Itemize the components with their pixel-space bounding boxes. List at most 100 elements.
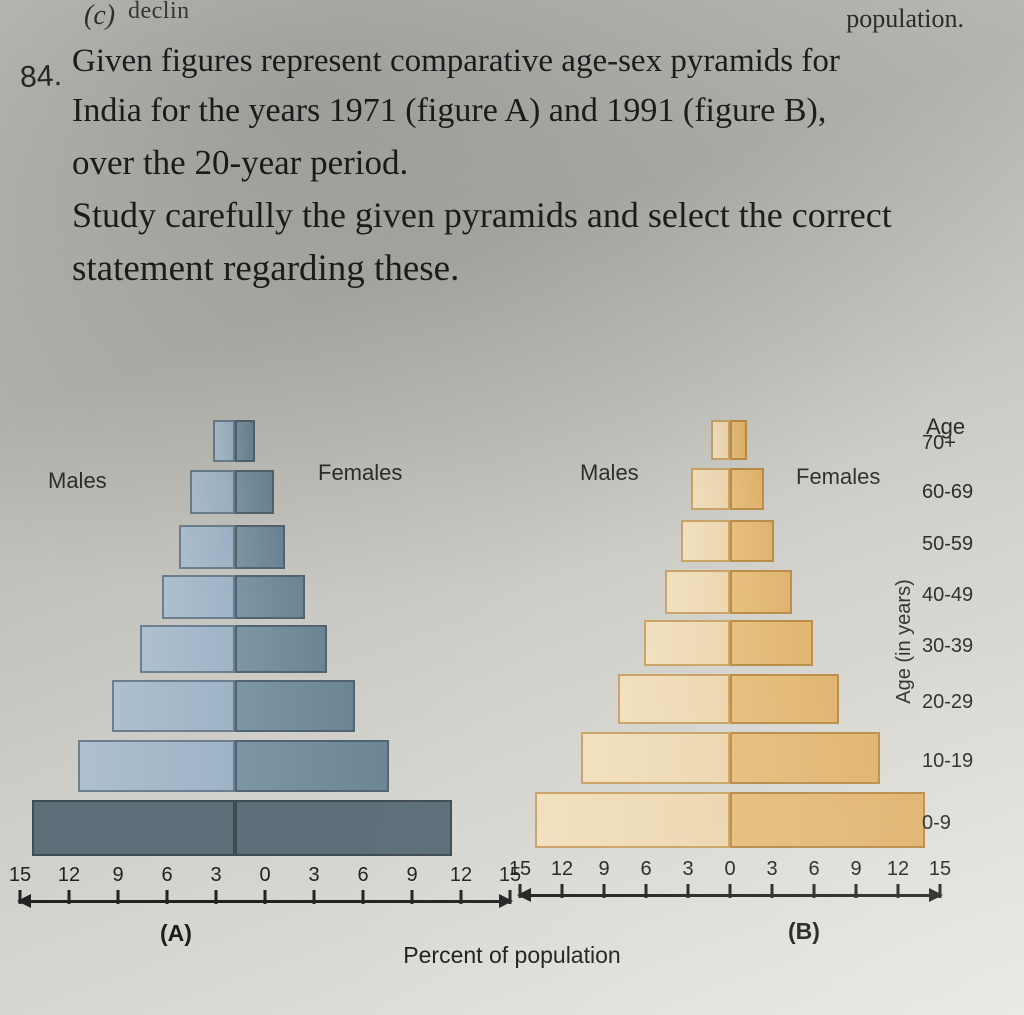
axis-tick-label: 0	[724, 858, 735, 881]
female-bar	[730, 732, 880, 784]
axis-tick	[362, 890, 365, 904]
axis-tick-label: 3	[308, 864, 319, 887]
age-group-label: 30-39	[922, 635, 973, 658]
question-line: statement regarding these.	[72, 245, 994, 293]
axis-tick-label: 3	[766, 858, 777, 881]
age-group-label: 10-19	[922, 750, 973, 773]
pyramid-row	[520, 792, 940, 848]
male-bar	[112, 680, 235, 732]
male-bar	[665, 570, 730, 614]
male-bar	[179, 525, 235, 569]
male-bar	[213, 420, 235, 462]
female-bar	[235, 625, 327, 673]
axis-tick	[68, 890, 71, 904]
axis-tick	[411, 890, 414, 904]
male-bar	[140, 625, 235, 673]
axis-tick-label: 15	[509, 858, 531, 881]
pyramid-a-axis: 151296303691215	[20, 886, 510, 946]
age-group-label: 50-59	[922, 533, 973, 556]
pyramid-row	[20, 800, 510, 856]
female-bar	[235, 740, 389, 792]
male-bar	[581, 732, 731, 784]
axis-tick-label: 12	[450, 864, 472, 887]
female-bar	[235, 680, 355, 732]
male-bar	[691, 468, 730, 510]
axis-tick-label: 6	[357, 864, 368, 887]
female-bar	[235, 800, 452, 856]
axis-tick	[509, 890, 512, 904]
male-bar	[711, 420, 731, 460]
age-group-label: 70+	[922, 432, 956, 455]
pyramid-row	[20, 470, 510, 514]
axis-tick	[19, 890, 22, 904]
pyramid-row	[20, 525, 510, 569]
male-bar	[190, 470, 235, 514]
axis-tick	[519, 884, 522, 898]
axis-tick-label: 9	[850, 858, 861, 881]
axis-tick-label: 3	[682, 858, 693, 881]
male-bar	[535, 792, 730, 848]
header-fragment: population.	[846, 4, 964, 34]
axis-tick	[897, 884, 900, 898]
pyramid-row	[20, 420, 510, 462]
age-group-label: 20-29	[922, 691, 973, 714]
male-bar	[644, 620, 730, 666]
option-c-word: declin	[128, 0, 190, 25]
female-bar	[235, 525, 285, 569]
axis-tick-label: 15	[929, 858, 951, 881]
age-group-label: 60-69	[922, 481, 973, 504]
axis-tick	[771, 884, 774, 898]
female-bar	[235, 420, 255, 462]
axis-tick	[264, 890, 267, 904]
male-bar	[618, 674, 730, 724]
pyramid-row	[520, 732, 940, 784]
axis-tick-label: 12	[551, 858, 573, 881]
question-line: Given figures represent comparative age-…	[72, 40, 994, 83]
axis-tick-label: 9	[406, 864, 417, 887]
pyramid-row	[520, 570, 940, 614]
female-bar	[730, 792, 925, 848]
female-bar	[730, 420, 747, 460]
axis-tick	[460, 890, 463, 904]
female-bar	[235, 470, 274, 514]
axis-tick	[813, 884, 816, 898]
axis-tick	[215, 890, 218, 904]
question-line: India for the years 1971 (figure A) and …	[72, 89, 994, 133]
axis-tick	[645, 884, 648, 898]
axis-tick	[855, 884, 858, 898]
axis-tick-label: 6	[640, 858, 651, 881]
question-line: over the 20-year period.	[72, 139, 994, 186]
male-bar	[78, 740, 235, 792]
pyramid-row	[20, 625, 510, 673]
pyramid-row	[520, 420, 940, 460]
pyramid-row	[20, 680, 510, 732]
axis-tick	[117, 890, 120, 904]
axis-tick	[687, 884, 690, 898]
female-bar	[730, 620, 813, 666]
pyramid-b-axis: 151296303691215	[520, 880, 940, 940]
axis-tick-label: 15	[9, 864, 31, 887]
figure-a-label: (A)	[160, 920, 192, 947]
male-bar	[32, 800, 235, 856]
pyramid-row	[520, 674, 940, 724]
axis-tick-label: 9	[598, 858, 609, 881]
female-bar	[730, 674, 839, 724]
axis-tick	[729, 884, 732, 898]
female-bar	[730, 570, 792, 614]
age-axis-label: Age (in years)	[892, 579, 915, 704]
figure-b-label: (B)	[788, 918, 820, 945]
pyramid-row	[520, 620, 940, 666]
axis-tick	[939, 884, 942, 898]
pyramid-row	[20, 740, 510, 792]
axis-tick-label: 0	[259, 864, 270, 887]
pyramid-row	[520, 468, 940, 510]
axis-tick-label: 12	[58, 864, 80, 887]
option-c-letter: (c)	[84, 0, 115, 32]
question-line: Study carefully the given pyramids and s…	[72, 192, 994, 239]
x-axis-caption: Percent of population	[403, 942, 620, 969]
female-bar	[730, 468, 764, 510]
pyramid-row	[520, 520, 940, 562]
charts-area: Males Females 151296303691215 (A) Males …	[0, 420, 1024, 980]
female-bar	[730, 520, 774, 562]
axis-tick	[603, 884, 606, 898]
